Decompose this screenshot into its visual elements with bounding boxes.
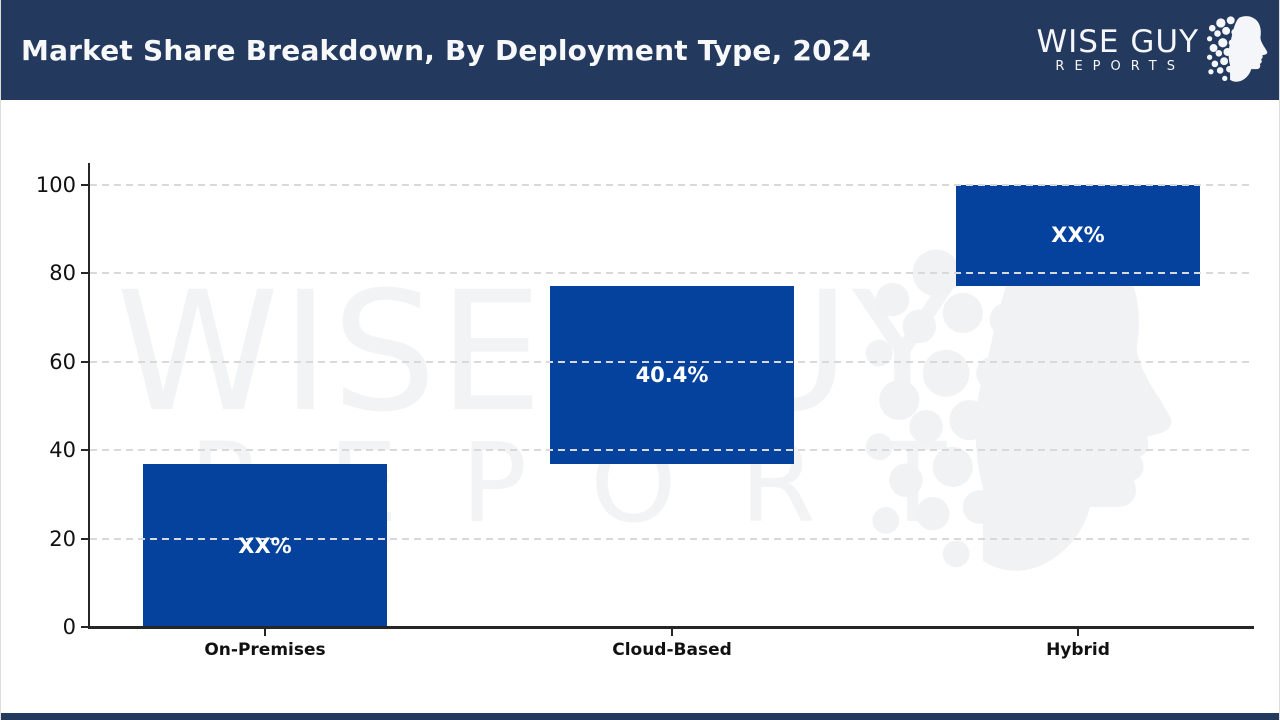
brand-name: WISE GUY <box>1036 24 1199 60</box>
x-axis-label-0: On-Premises <box>204 640 326 660</box>
x-tick-0 <box>264 628 266 636</box>
brand-logo-text: WISE GUY REPORTS <box>1036 25 1199 75</box>
gridline-80 <box>90 272 1254 275</box>
bar-value-label: XX% <box>238 533 292 558</box>
watermark-brand-text: WISE GUY <box>116 256 955 448</box>
y-tick-40 <box>81 449 89 452</box>
x-tick-2 <box>1077 628 1079 636</box>
header-banner: Market Share Breakdown, By Deployment Ty… <box>1 0 1279 100</box>
brand-subtitle: REPORTS <box>1055 59 1186 74</box>
page-title: Market Share Breakdown, By Deployment Ty… <box>21 34 872 67</box>
bar-value-label: XX% <box>1051 223 1105 248</box>
gridline-60 <box>90 360 1254 363</box>
y-tick-60 <box>81 360 89 363</box>
y-tick-20 <box>81 537 89 540</box>
x-tick-1 <box>671 628 673 636</box>
bar-cloud-based <box>550 285 794 465</box>
gridline-40 <box>90 449 1254 452</box>
y-tick-label-100: 100 <box>35 173 76 197</box>
bar-hybrid <box>956 185 1200 286</box>
y-tick-100 <box>81 184 89 186</box>
brand-logo: WISE GUY REPORTS <box>1036 6 1269 94</box>
x-axis-label-2: Hybrid <box>1046 640 1110 660</box>
y-axis-spine <box>88 163 90 629</box>
footer-bar <box>1 713 1279 720</box>
y-tick-label-20: 20 <box>49 526 76 551</box>
bar-on-premises <box>143 464 387 627</box>
y-tick-0 <box>81 626 89 628</box>
y-tick-label-60: 60 <box>49 349 76 374</box>
y-tick-label-0: 0 <box>62 615 76 639</box>
x-axis-label-1: Cloud-Based <box>612 640 732 660</box>
wise-guy-face-icon <box>1203 9 1269 91</box>
y-tick-label-80: 80 <box>49 261 76 286</box>
y-tick-80 <box>81 272 89 275</box>
gridline-100 <box>90 184 1254 186</box>
bar-value-label: 40.4% <box>635 363 709 388</box>
x-axis-spine <box>88 626 1254 629</box>
y-tick-label-40: 40 <box>49 438 76 463</box>
gridline-20 <box>90 537 1254 540</box>
